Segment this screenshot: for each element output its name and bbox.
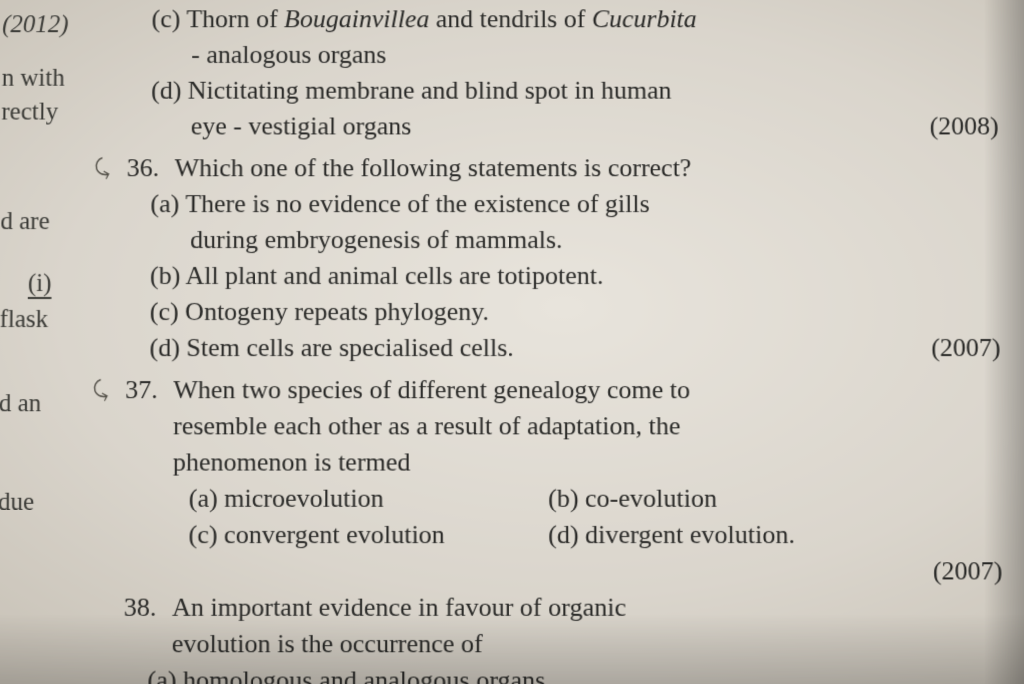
margin-dan: d an	[0, 390, 109, 418]
q36-a-line2: during embryogenesis of mammals.	[126, 222, 966, 258]
margin-rectly: rectly	[1, 99, 111, 127]
q36-d: (d) Stem cells are specialised cells. (2…	[125, 330, 966, 366]
q36-c: (c) Ontogeny repeats phylogeny.	[126, 294, 967, 330]
prev-option-c-sub: - analogous organs	[127, 37, 964, 73]
margin-i: (i)	[0, 270, 110, 298]
q36-a-line1: (a) There is no evidence of the existenc…	[126, 186, 965, 222]
margin-dare: d are	[0, 208, 110, 236]
prev-option-d-sub: eye - vestigial organs (2008)	[127, 109, 965, 145]
prev-option-d: (d) Nictitating membrane and blind spot …	[127, 73, 965, 109]
q37-stem-2: resemble each other as a result of adapt…	[125, 408, 968, 444]
q36-stem: Which one of the following statements is…	[175, 153, 692, 182]
q36-number: 36.	[127, 150, 175, 186]
q37-d: (d) divergent evolution.	[548, 517, 795, 553]
margin-with: n with	[2, 65, 112, 93]
margin-2012: (2012)	[2, 11, 112, 39]
italic-bougainvillea: Bougainvillea	[284, 4, 429, 33]
q37-number: 37.	[125, 372, 173, 408]
q37-c: (c) convergent evolution	[188, 517, 520, 553]
text: and tendrils of	[429, 4, 592, 33]
q36: ⤹ 36.Which one of the following statemen…	[127, 150, 966, 186]
q36-b: (b) All plant and animal cells are totip…	[126, 258, 966, 294]
q37: ⤹ 37.When two species of different genea…	[125, 372, 967, 408]
page-curve-shade	[984, 0, 1024, 684]
text: eye - vestigial organs	[191, 112, 412, 141]
prev-option-c: (c) Thorn of Bougainvillea and tendrils …	[128, 1, 965, 37]
q37-b: (b) co-evolution	[548, 481, 717, 517]
content-column: (c) Thorn of Bougainvillea and tendrils …	[123, 1, 969, 684]
q37-a: (a) microevolution	[189, 481, 520, 517]
text: (c) Thorn of	[152, 4, 285, 33]
page-bottom-shade	[0, 614, 1024, 684]
tick-icon: ⤹	[90, 149, 113, 187]
margin-due: due	[0, 489, 108, 517]
page: (2012) n with rectly d are (i) flask d a…	[0, 1, 1024, 684]
q37-year-row: (2007)	[124, 553, 969, 587]
q37-stem-3: phenomenon is termed	[125, 444, 968, 480]
q37-row-ab: (a) microevolution (b) co-evolution	[124, 481, 968, 517]
q37-stem-1: When two species of different genealogy …	[173, 375, 690, 404]
margin-flask: flask	[0, 306, 110, 334]
q37-row-cd: (c) convergent evolution (d) divergent e…	[124, 517, 968, 553]
italic-cucurbita: Cucurbita	[592, 4, 697, 33]
text: (d) Stem cells are specialised cells.	[149, 333, 513, 362]
